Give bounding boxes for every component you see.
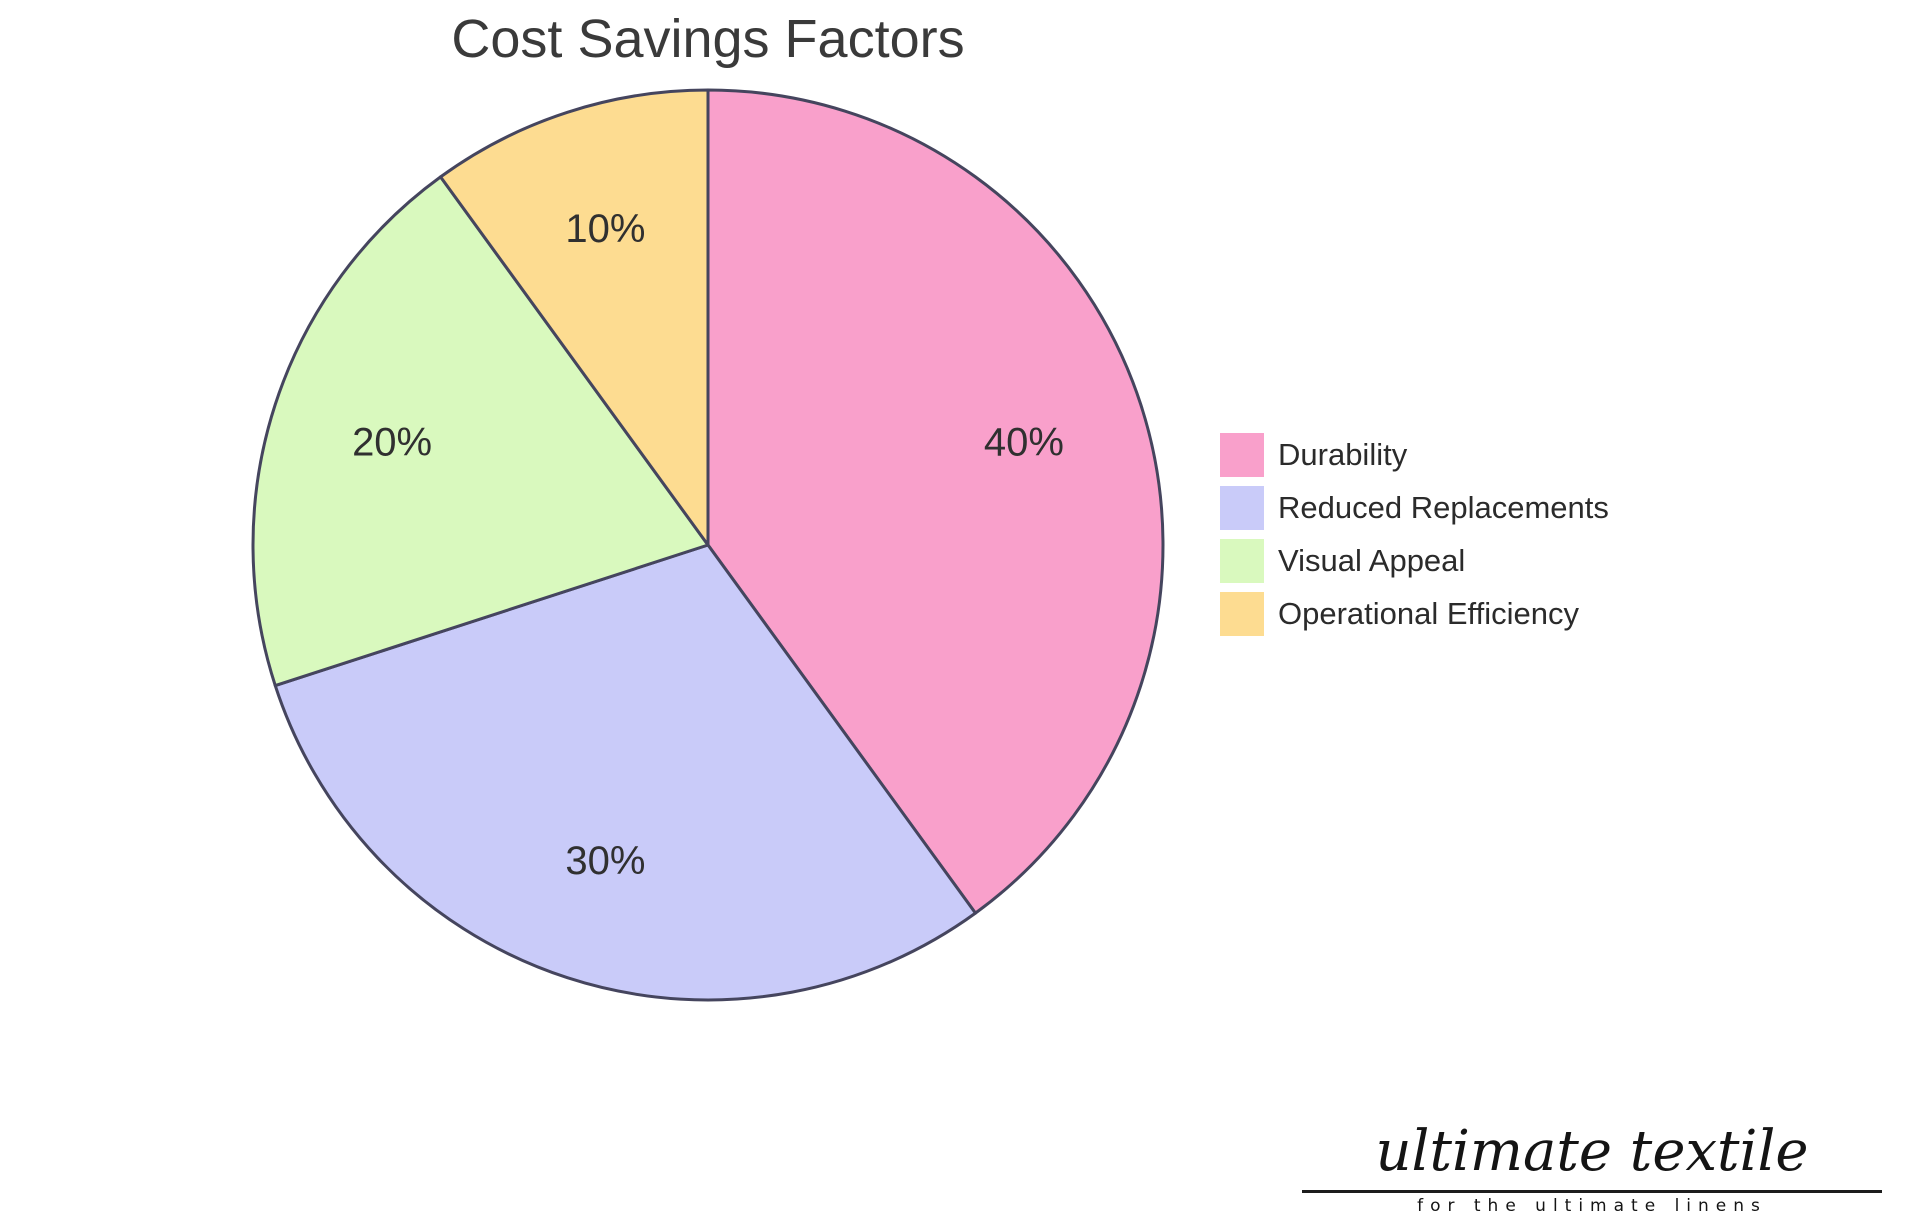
legend-item-operational-efficiency: Operational Efficiency xyxy=(1220,592,1609,636)
legend-label: Reduced Replacements xyxy=(1278,490,1609,525)
pie-slice-operational-efficiency xyxy=(439,88,710,547)
legend-label: Durability xyxy=(1278,437,1408,472)
brand-logo: ultimate textile for the ultimate linens xyxy=(1302,1116,1882,1215)
brand-logo-tagline: for the ultimate linens xyxy=(1417,1196,1767,1215)
legend-swatch-visual-appeal xyxy=(1220,539,1264,583)
slice-label: 20% xyxy=(352,420,432,464)
legend-swatch-reduced-replacements xyxy=(1220,486,1264,530)
legend-item-visual-appeal: Visual Appeal xyxy=(1220,539,1609,583)
chart-title: Cost Savings Factors xyxy=(451,9,965,69)
pie-slice-visual-appeal xyxy=(251,175,710,688)
legend-item-reduced-replacements: Reduced Replacements xyxy=(1220,486,1609,530)
pie-slice-reduced-replacements xyxy=(273,543,977,1002)
legend-item-durability: Durability xyxy=(1220,433,1609,477)
slice-label: 30% xyxy=(565,839,645,883)
brand-logo-wordmark: ultimate textile xyxy=(1302,1116,1882,1193)
legend-swatch-operational-efficiency xyxy=(1220,592,1264,636)
pie-slice-durability xyxy=(706,88,1165,915)
slice-label: 40% xyxy=(984,420,1064,464)
legend-swatch-durability xyxy=(1220,433,1264,477)
legend-label: Visual Appeal xyxy=(1278,543,1466,578)
legend-label: Operational Efficiency xyxy=(1278,596,1579,631)
legend: Durability Reduced Replacements Visual A… xyxy=(1220,433,1609,645)
slice-label: 10% xyxy=(565,207,645,251)
